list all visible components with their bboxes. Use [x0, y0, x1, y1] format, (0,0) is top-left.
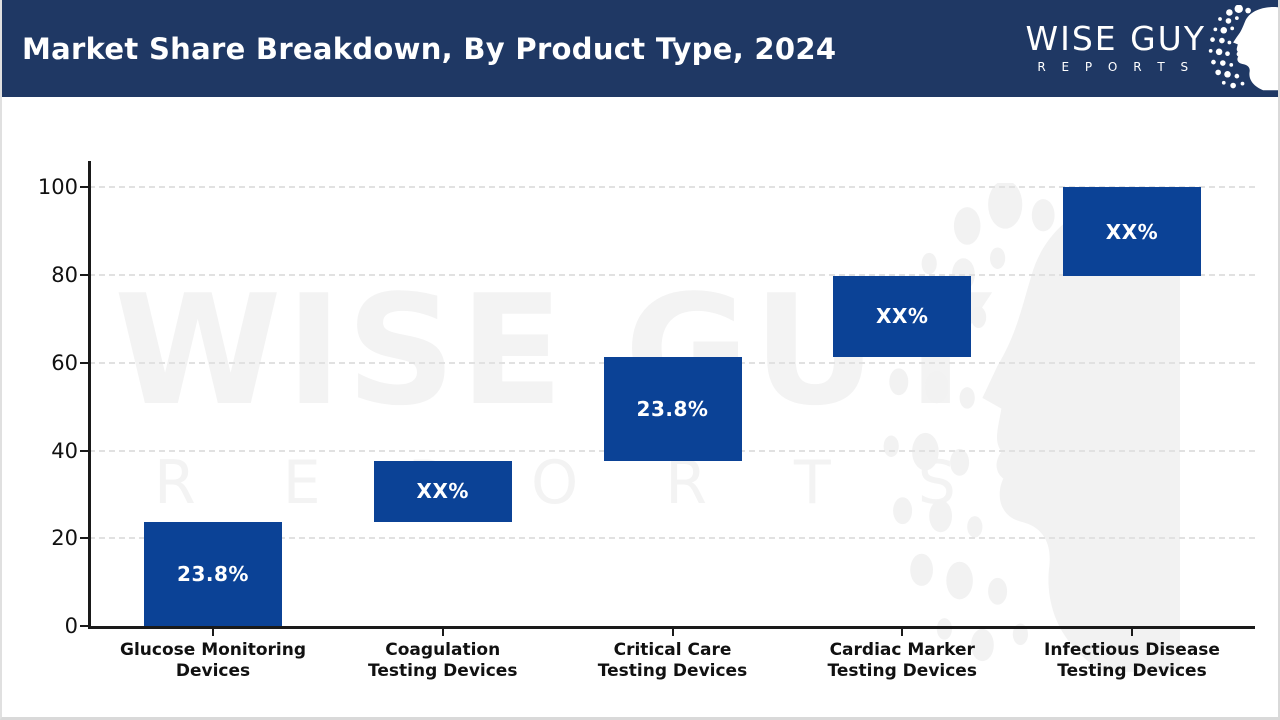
y-tick-label: 60	[51, 350, 78, 375]
y-axis-line	[88, 161, 91, 628]
y-tick-label: 80	[51, 263, 78, 288]
x-tick-mark	[1131, 628, 1133, 636]
x-category-label: Infectious Disease Testing Devices	[1044, 640, 1220, 681]
logo-text: WISE GUY R E P O R T S	[1025, 19, 1206, 75]
y-tick-mark	[80, 274, 88, 277]
bar-value-label: 23.8%	[177, 561, 249, 586]
y-tick-label: 100	[37, 175, 78, 200]
y-tick-mark	[80, 361, 88, 364]
x-category-label: Critical Care Testing Devices	[597, 640, 748, 681]
header-banner: Market Share Breakdown, By Product Type,…	[2, 0, 1278, 97]
wiseguy-face-icon	[1208, 5, 1278, 91]
bar-value-label: XX%	[876, 304, 929, 329]
gridline	[89, 274, 1255, 277]
x-tick-mark	[671, 628, 674, 636]
y-tick-label: 20	[51, 526, 78, 551]
bar: XX%	[1063, 187, 1201, 277]
x-tick-mark	[212, 628, 214, 636]
gridline	[89, 537, 1255, 540]
y-tick-mark	[80, 449, 88, 452]
x-axis-line	[88, 626, 1255, 629]
bar: 23.8%	[144, 521, 282, 626]
x-category-label: Cardiac Marker Testing Devices	[827, 640, 977, 681]
x-tick-mark	[901, 628, 904, 636]
y-tick-mark	[80, 186, 88, 189]
gridline	[89, 186, 1255, 189]
y-tick-label: 40	[51, 438, 78, 463]
wiseguy-logo: WISE GUY R E P O R T S	[1022, 0, 1278, 97]
x-category-label: Coagulation Testing Devices	[368, 640, 518, 681]
bar-value-label: XX%	[1105, 219, 1159, 244]
bar: XX%	[373, 461, 512, 522]
logo-reports-label: R E P O R T S	[1037, 60, 1195, 74]
chart-title: Market Share Breakdown, By Product Type,…	[22, 31, 837, 66]
bar: XX%	[833, 276, 972, 357]
watermark-subtitle: R E P O R T S	[154, 448, 990, 518]
y-tick-label: 0	[64, 614, 78, 638]
logo-wordmark: WISE GUY	[1025, 19, 1206, 58]
x-tick-mark	[441, 628, 444, 636]
bar: 23.8%	[603, 356, 742, 462]
y-tick-mark	[80, 537, 88, 540]
y-tick-mark	[80, 625, 88, 627]
bar-value-label: 23.8%	[636, 396, 709, 421]
bar-value-label: XX%	[416, 479, 469, 504]
x-category-label: Glucose Monitoring Devices	[119, 640, 307, 681]
